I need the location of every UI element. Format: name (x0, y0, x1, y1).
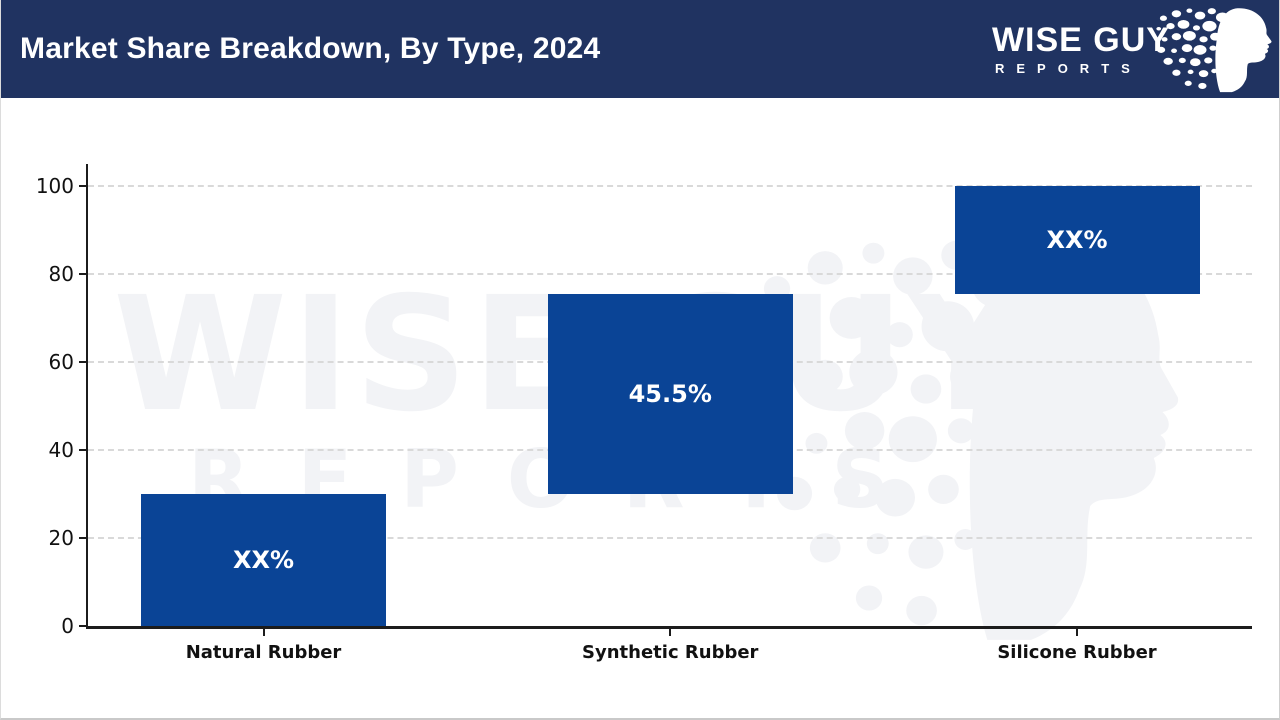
y-tick-mark (79, 537, 86, 539)
y-tick-mark (79, 625, 86, 627)
y-tick-mark (79, 449, 86, 451)
wiseguy-face-icon (1156, 8, 1272, 93)
x-tick-mark (262, 629, 265, 636)
y-tick-mark (79, 273, 86, 275)
bar-value-label: 45.5% (628, 379, 712, 408)
y-tick-mark (79, 185, 86, 187)
brand-subname: REPORTS (994, 60, 1142, 76)
gridline (88, 273, 1252, 275)
y-tick-label: 0 (61, 614, 74, 638)
y-tick-label: 40 (48, 438, 74, 462)
brand-text: WISE GUY REPORTS (992, 23, 1170, 76)
y-tick-label: 60 (48, 350, 74, 374)
bar: 45.5% (547, 293, 793, 494)
gridline (88, 537, 1252, 539)
bar: XX% (141, 494, 386, 626)
watermark-face-icon (750, 240, 1179, 640)
gridline (88, 185, 1252, 187)
header-bar: Market Share Breakdown, By Type, 2024 WI… (0, 0, 1280, 98)
x-tick-mark (1076, 629, 1078, 636)
plot-area: 0 20 40 60 80 100 XX% Natural Rubber 45.5% Synthe… (36, 164, 1252, 663)
y-tick-label: 100 (35, 174, 74, 198)
bar-value-label: XX% (1046, 225, 1108, 254)
y-tick-label: 80 (48, 262, 74, 286)
x-tick-label: Natural Rubber (185, 642, 342, 663)
y-tick-label: 20 (48, 526, 74, 550)
bar-value-label: XX% (232, 546, 295, 574)
x-tick-label: Synthetic Rubber (582, 642, 759, 663)
x-axis-spine (86, 626, 1252, 629)
x-tick-mark (669, 629, 672, 636)
brand-logo: WISE GUY REPORTS (992, 0, 1272, 98)
page-title: Market Share Breakdown, By Type, 2024 (20, 32, 601, 65)
bar: XX% (954, 186, 1200, 294)
y-tick-mark (79, 361, 86, 363)
x-tick-label: Silicone Rubber (997, 642, 1157, 663)
y-axis-spine (86, 164, 88, 629)
brand-name: WISE GUY (991, 20, 1170, 59)
